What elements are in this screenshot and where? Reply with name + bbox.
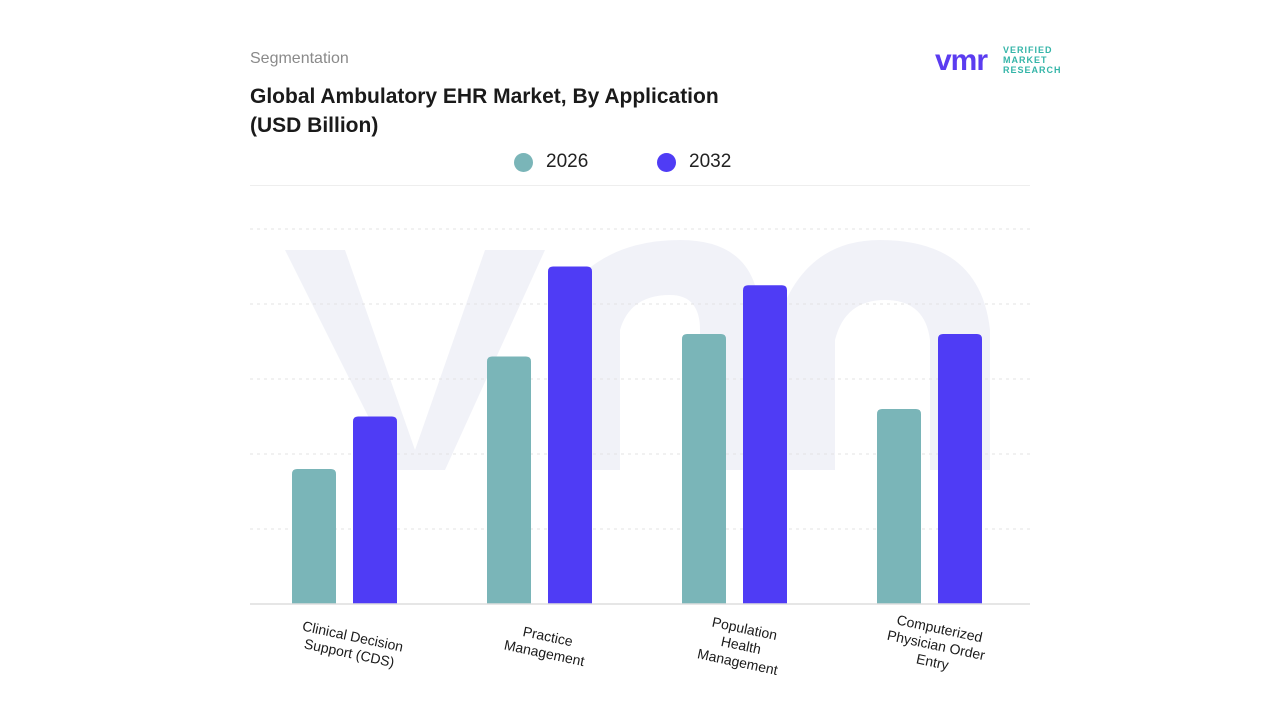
bar-2032-2 bbox=[743, 285, 787, 604]
segmentation-label: Segmentation bbox=[250, 50, 349, 67]
bar-2026-3 bbox=[877, 409, 921, 604]
chart-bars bbox=[292, 266, 982, 604]
chart-title: Global Ambulatory EHR Market, By Applica… bbox=[250, 82, 770, 140]
watermark-shape bbox=[285, 240, 990, 470]
logo-text-line2: MARKET bbox=[1003, 55, 1048, 65]
logo-mark: vmr bbox=[935, 44, 988, 77]
chart-title-line2: (USD Billion) bbox=[250, 114, 379, 137]
legend-label-2032: 2032 bbox=[689, 151, 732, 172]
bar-2026-1 bbox=[487, 356, 531, 604]
logo-text-line1: VERIFIED bbox=[1003, 45, 1053, 55]
chart-legend: 2026 2032 bbox=[510, 150, 770, 174]
bar-2032-0 bbox=[353, 416, 397, 604]
watermark-logo bbox=[285, 240, 990, 470]
chart-title-line1: Global Ambulatory EHR Market, By Applica… bbox=[250, 85, 719, 108]
legend-swatch-2032 bbox=[657, 153, 676, 172]
logo-text-line3: RESEARCH bbox=[1003, 65, 1062, 75]
legend-swatch-2026 bbox=[514, 153, 533, 172]
bar-2026-0 bbox=[292, 469, 336, 604]
legend-label-2026: 2026 bbox=[546, 151, 589, 172]
bar-2032-1 bbox=[548, 266, 592, 604]
vmr-logo: vmr VERIFIED MARKET RESEARCH bbox=[935, 44, 1065, 76]
bar-2026-2 bbox=[682, 334, 726, 604]
bar-2032-3 bbox=[938, 334, 982, 604]
logo-text: VERIFIED MARKET RESEARCH bbox=[1003, 45, 1062, 75]
header-divider bbox=[250, 185, 1030, 186]
